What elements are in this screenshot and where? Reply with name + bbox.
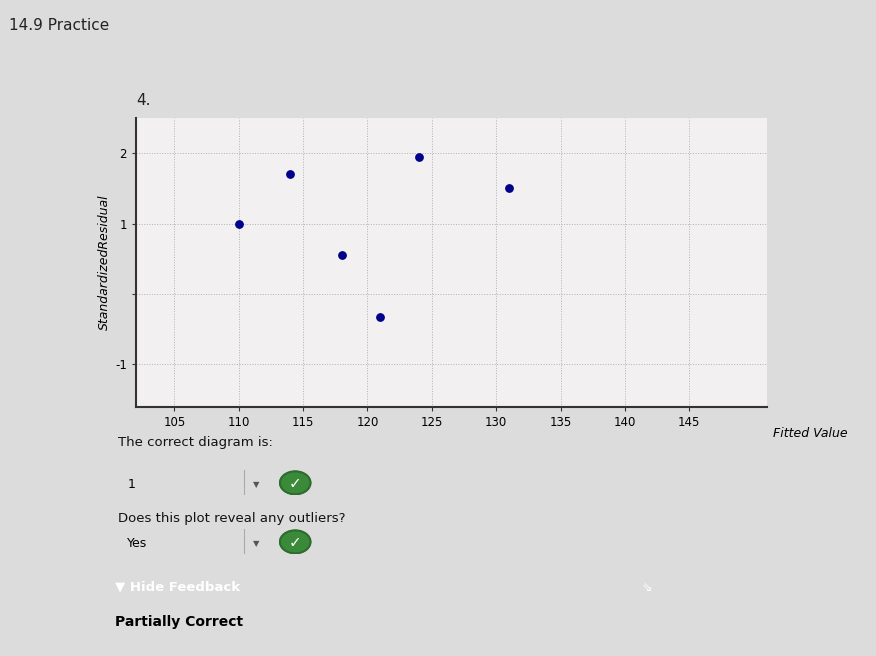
Text: ⇘: ⇘ <box>642 581 653 594</box>
Text: 14.9 Practice: 14.9 Practice <box>9 18 109 33</box>
Y-axis label: StandardizedResidual: StandardizedResidual <box>98 195 110 330</box>
Text: ▼ Hide Feedback: ▼ Hide Feedback <box>115 581 240 594</box>
Point <box>373 312 387 322</box>
Text: ▼: ▼ <box>253 539 259 548</box>
Circle shape <box>280 531 310 553</box>
Point <box>502 183 516 194</box>
Point <box>335 250 349 260</box>
Point <box>232 218 246 229</box>
Text: ✓: ✓ <box>289 535 301 550</box>
Circle shape <box>280 472 310 494</box>
Text: 4.: 4. <box>136 93 151 108</box>
Text: Yes: Yes <box>128 537 148 550</box>
Text: 1: 1 <box>128 478 135 491</box>
Text: ✓: ✓ <box>289 476 301 491</box>
Text: Does this plot reveal any outliers?: Does this plot reveal any outliers? <box>118 512 346 525</box>
Text: Partially Correct: Partially Correct <box>115 615 244 629</box>
Text: The correct diagram is:: The correct diagram is: <box>118 436 273 449</box>
Point <box>283 169 297 180</box>
Text: ▼: ▼ <box>253 480 259 489</box>
Point <box>412 152 426 162</box>
Text: Fitted Value: Fitted Value <box>773 427 847 440</box>
